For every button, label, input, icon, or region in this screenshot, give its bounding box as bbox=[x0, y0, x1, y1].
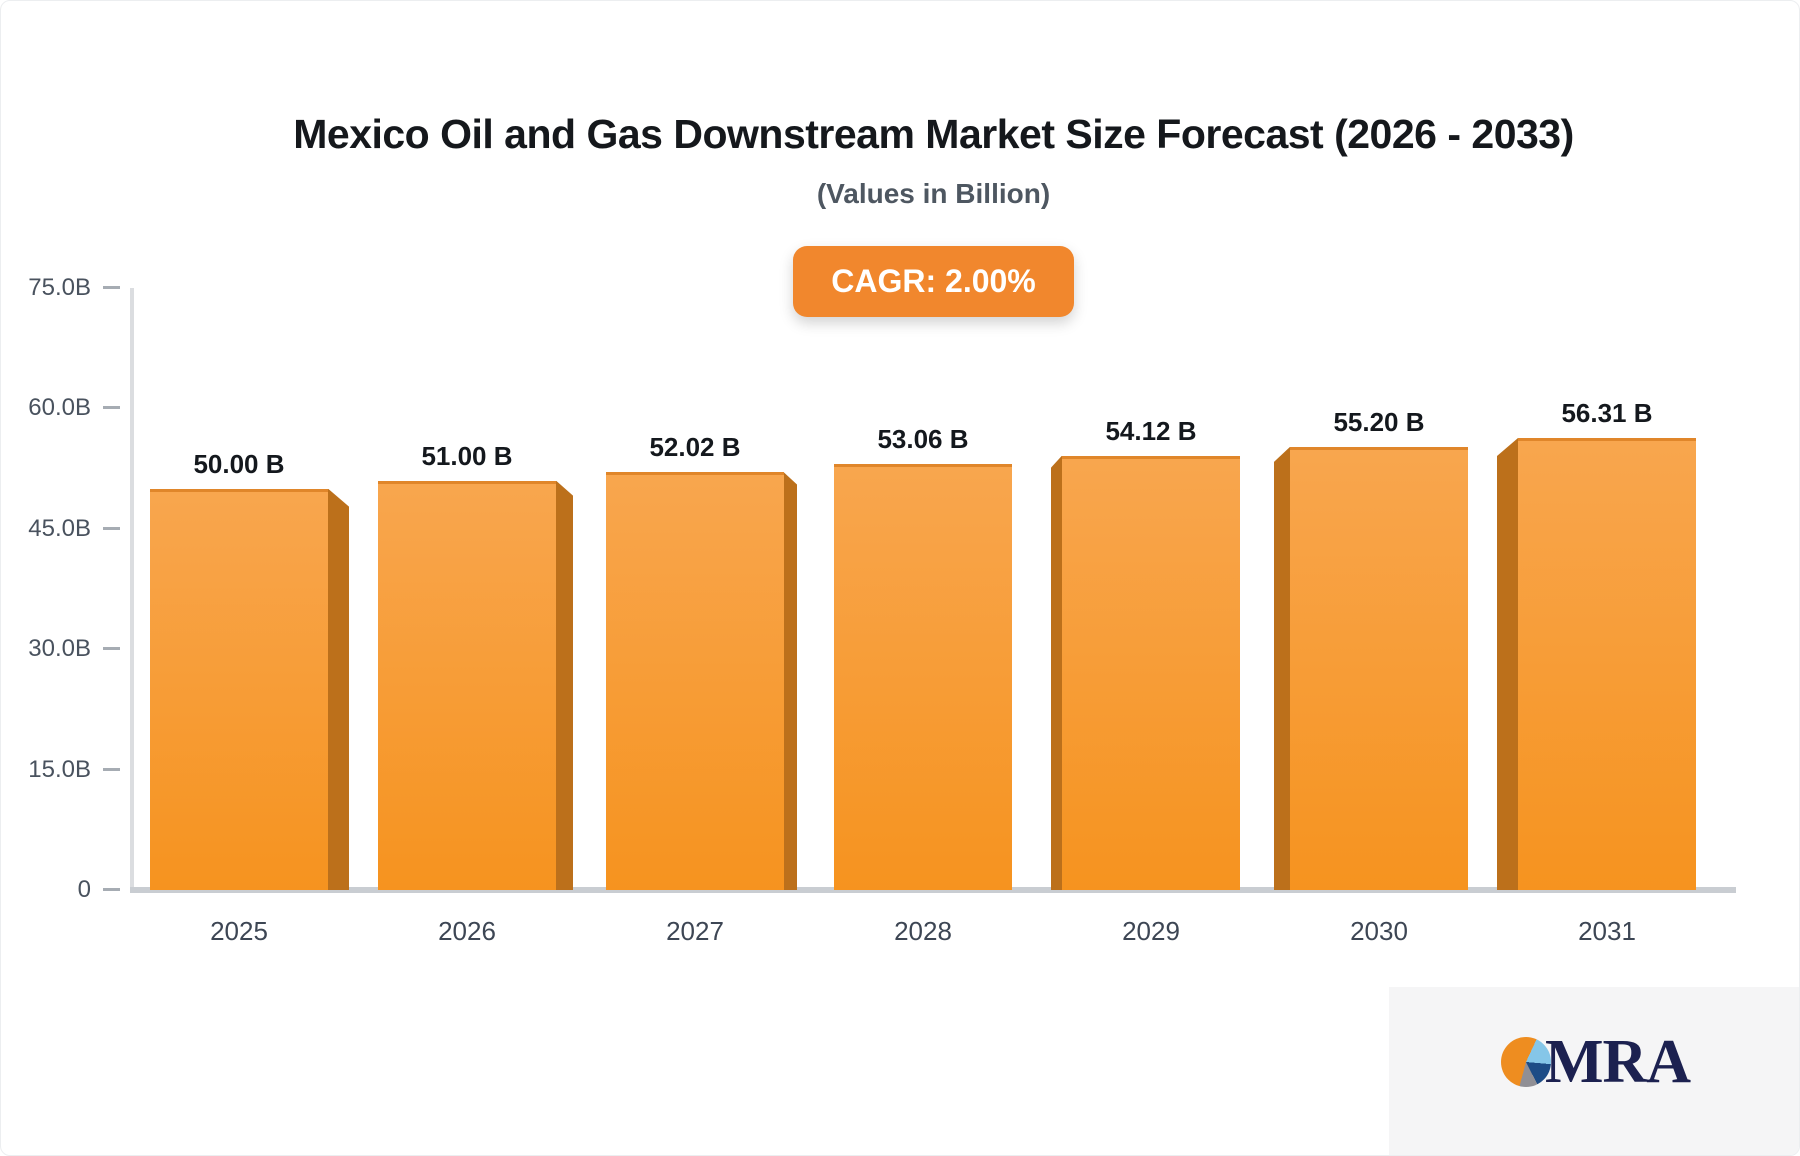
cagr-badge: CAGR: 2.00% bbox=[793, 246, 1074, 317]
bar-side-face bbox=[1051, 455, 1062, 890]
x-axis-baseline bbox=[130, 887, 1736, 893]
bar-side-face bbox=[1274, 446, 1290, 890]
x-axis-category-label: 2028 bbox=[894, 916, 952, 946]
bar-value-label: 50.00 B bbox=[193, 448, 285, 479]
bar-2027 bbox=[606, 472, 784, 890]
y-tick-label: 15.0B bbox=[28, 755, 91, 783]
bar-value-label: 54.12 B bbox=[1105, 415, 1197, 446]
bar-side-face bbox=[556, 480, 573, 890]
bar-side-face bbox=[784, 472, 797, 890]
bar-2030 bbox=[1290, 446, 1468, 890]
x-axis-category-label: 2026 bbox=[438, 916, 496, 946]
y-tick-label: 60.0B bbox=[28, 394, 91, 422]
brand-logo: MRA bbox=[1501, 1028, 1691, 1096]
bar-2029 bbox=[1062, 455, 1240, 890]
chart-title: Mexico Oil and Gas Downstream Market Siz… bbox=[293, 111, 1574, 157]
brand-logo-patch: MRA bbox=[1389, 987, 1799, 1155]
x-axis-category-label: 2029 bbox=[1122, 916, 1180, 946]
bar-value-label: 51.00 B bbox=[421, 440, 513, 471]
y-tick-mark bbox=[103, 286, 120, 289]
x-axis-category-label: 2025 bbox=[210, 916, 268, 946]
bar-2025 bbox=[150, 488, 328, 890]
bar-side-face bbox=[328, 488, 349, 890]
bar-value-label: 52.02 B bbox=[649, 432, 741, 463]
brand-logo-text: MRA bbox=[1545, 1028, 1691, 1096]
y-axis-line bbox=[130, 288, 134, 890]
y-tick-label: 0 bbox=[77, 876, 91, 903]
y-tick-mark bbox=[103, 767, 120, 771]
y-tick-mark bbox=[103, 647, 120, 651]
bar-2031 bbox=[1518, 438, 1696, 890]
bar-value-label: 55.20 B bbox=[1333, 406, 1425, 437]
bar-2028 bbox=[834, 464, 1012, 890]
pie-chart-logo-icon bbox=[1501, 1037, 1551, 1087]
bar-side-face bbox=[1497, 438, 1518, 890]
y-tick-label: 75.0B bbox=[28, 274, 91, 301]
y-tick-mark bbox=[103, 406, 120, 410]
chart-subtitle: (Values in Billion) bbox=[816, 178, 1051, 209]
x-axis-category-label: 2031 bbox=[1578, 916, 1636, 946]
chart-header: Mexico Oil and Gas Downstream Market Siz… bbox=[131, 1, 1736, 317]
x-axis-category-label: 2030 bbox=[1350, 916, 1408, 946]
y-tick-mark bbox=[103, 888, 120, 891]
y-tick-label: 30.0B bbox=[28, 635, 91, 663]
y-tick-label: 45.0B bbox=[28, 514, 91, 542]
bar-value-label: 53.06 B bbox=[877, 424, 969, 455]
bar-2026 bbox=[378, 480, 556, 890]
x-axis-category-label: 2027 bbox=[666, 916, 724, 946]
y-tick-mark bbox=[103, 526, 120, 530]
bar-value-label: 56.31 B bbox=[1561, 398, 1653, 429]
